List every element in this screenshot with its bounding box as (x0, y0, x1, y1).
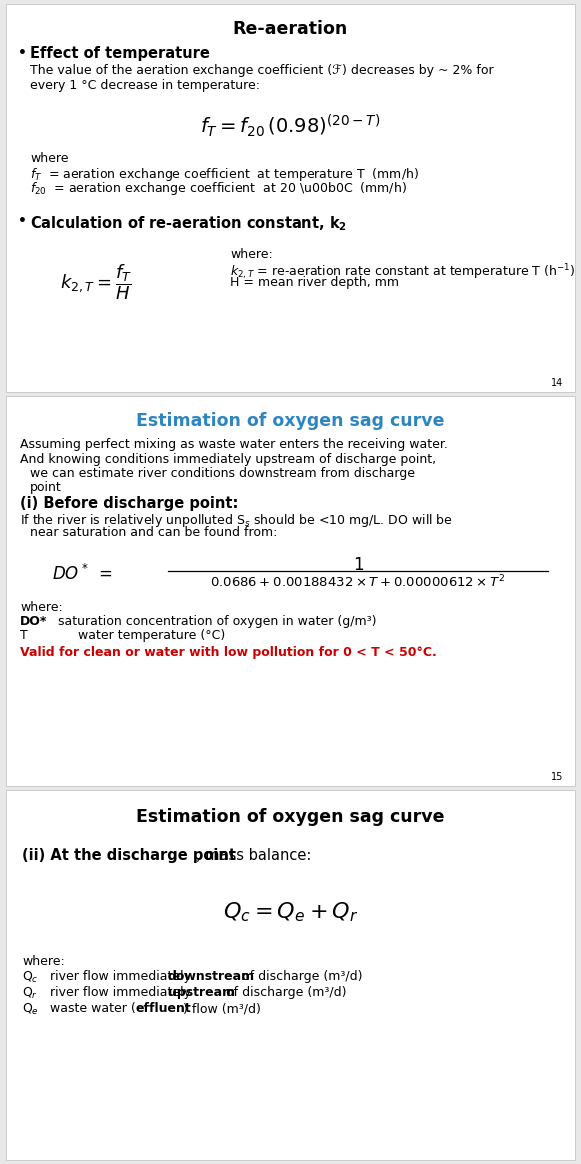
Text: , mass balance:: , mass balance: (196, 849, 311, 863)
Text: If the river is relatively unpolluted S$_s$ should be <10 mg/L. DO will be: If the river is relatively unpolluted S$… (20, 512, 453, 528)
Text: water temperature (°C): water temperature (°C) (50, 629, 225, 643)
Text: $f_T = f_{20}\,(0.98)^{(20-T)}$: $f_T = f_{20}\,(0.98)^{(20-T)}$ (200, 112, 381, 139)
Text: of discharge (m³/d): of discharge (m³/d) (238, 970, 363, 984)
Text: we can estimate river conditions downstream from discharge: we can estimate river conditions downstr… (30, 467, 415, 480)
Text: Estimation of oxygen sag curve: Estimation of oxygen sag curve (137, 412, 444, 430)
Text: point: point (30, 481, 62, 494)
Text: Q$_c$: Q$_c$ (22, 970, 39, 985)
Text: 15: 15 (551, 772, 563, 782)
Text: (i) Before discharge point:: (i) Before discharge point: (20, 496, 238, 511)
Text: Assuming perfect mixing as waste water enters the receiving water.: Assuming perfect mixing as waste water e… (20, 438, 448, 450)
Text: And knowing conditions immediately upstream of discharge point,: And knowing conditions immediately upstr… (20, 453, 436, 466)
Text: Q$_r$: Q$_r$ (22, 986, 38, 1001)
Text: near saturation and can be found from:: near saturation and can be found from: (30, 526, 277, 539)
FancyBboxPatch shape (6, 790, 575, 1161)
Text: DO*: DO* (20, 615, 48, 629)
Text: (ii) At the discharge point: (ii) At the discharge point (22, 849, 236, 863)
Text: The value of the aeration exchange coefficient (ℱ) decreases by ~ 2% for: The value of the aeration exchange coeff… (30, 64, 494, 77)
Text: •: • (18, 214, 27, 228)
Text: Estimation of oxygen sag curve: Estimation of oxygen sag curve (137, 808, 444, 826)
Text: $0.0686+0.00188432\times T+0.00000612\times T^2$: $0.0686+0.00188432\times T+0.00000612\ti… (210, 574, 506, 590)
Text: 1: 1 (353, 556, 363, 574)
FancyBboxPatch shape (6, 396, 575, 786)
Text: $k_{2,T} = \dfrac{f_T}{H}$: $k_{2,T} = \dfrac{f_T}{H}$ (60, 262, 132, 301)
Text: •: • (18, 47, 27, 61)
Text: T: T (20, 629, 28, 643)
Text: effluent: effluent (136, 1002, 192, 1015)
Text: Calculation of re-aeration constant, $\mathbf{k_2}$: Calculation of re-aeration constant, $\m… (30, 214, 347, 233)
Text: saturation concentration of oxygen in water (g/m³): saturation concentration of oxygen in wa… (50, 615, 376, 629)
Text: H = mean river depth, mm: H = mean river depth, mm (230, 276, 399, 289)
Text: $DO^*\ =$: $DO^*\ =$ (52, 565, 113, 584)
Text: ) flow (m³/d): ) flow (m³/d) (183, 1002, 261, 1015)
Text: river flow immediately: river flow immediately (42, 986, 195, 999)
Text: where:: where: (20, 601, 63, 613)
Text: $\mathit{Q_c = Q_e + Q_r}$: $\mathit{Q_c = Q_e + Q_r}$ (223, 900, 358, 923)
Text: river flow immediately: river flow immediately (42, 970, 195, 984)
FancyBboxPatch shape (6, 3, 575, 392)
Text: Re-aeration: Re-aeration (233, 20, 348, 38)
Text: where: where (30, 152, 69, 165)
Text: every 1 °C decrease in temperature:: every 1 °C decrease in temperature: (30, 79, 260, 92)
Text: Q$_e$: Q$_e$ (22, 1002, 39, 1017)
Text: where:: where: (230, 248, 272, 261)
Text: where:: where: (22, 954, 64, 968)
Text: downstream: downstream (168, 970, 255, 984)
Text: $f_{20}$  = aeration exchange coefficient  at 20 \u00b0C  (mm/h): $f_{20}$ = aeration exchange coefficient… (30, 180, 407, 197)
Text: of discharge (m³/d): of discharge (m³/d) (222, 986, 346, 999)
Text: $f_T$  = aeration exchange coefficient  at temperature T  (mm/h): $f_T$ = aeration exchange coefficient at… (30, 166, 419, 183)
Text: $k_{2,T}$ = re-aeration rate constant at temperature T (h$^{-1}$): $k_{2,T}$ = re-aeration rate constant at… (230, 262, 575, 282)
Text: waste water (: waste water ( (42, 1002, 136, 1015)
Text: upstream: upstream (168, 986, 235, 999)
Text: 14: 14 (551, 378, 563, 388)
Text: Valid for clean or water with low pollution for 0 < T < 50°C.: Valid for clean or water with low pollut… (20, 646, 437, 659)
Text: Effect of temperature: Effect of temperature (30, 47, 210, 61)
